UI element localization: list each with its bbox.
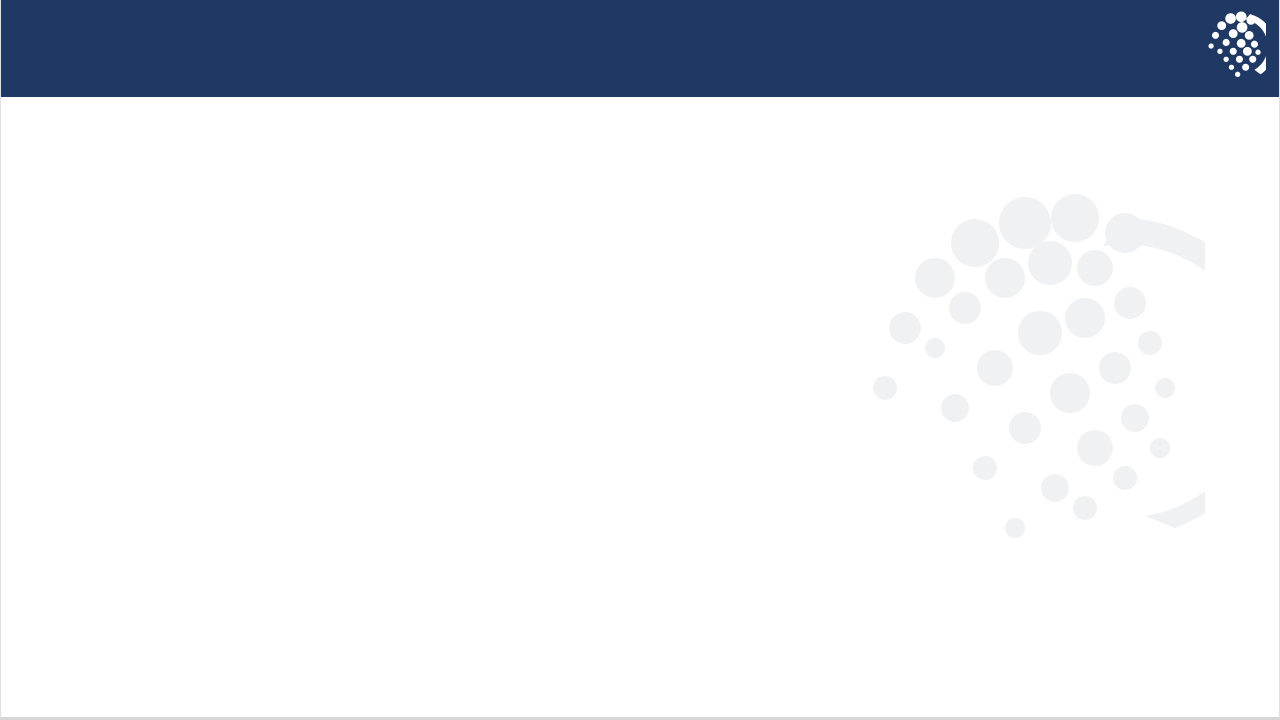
legend-swatch-wet-wipers	[729, 353, 751, 375]
header	[0, 0, 1280, 97]
chart-legend	[729, 260, 760, 530]
legend-item-dry-wipers	[729, 260, 760, 288]
donut-chart	[105, 140, 645, 680]
brand-logo-text	[1196, 46, 1200, 47]
legend-swatch-dry-wipers	[729, 263, 751, 285]
watermark-face-icon	[873, 194, 1205, 538]
brand-face-icon	[1208, 11, 1266, 77]
legend-item-sponge-wipers	[729, 440, 760, 468]
brand-logo	[1196, 6, 1266, 86]
legend-swatch-sponge-wipers	[729, 443, 751, 465]
legend-item-wet-wipers	[729, 350, 760, 378]
